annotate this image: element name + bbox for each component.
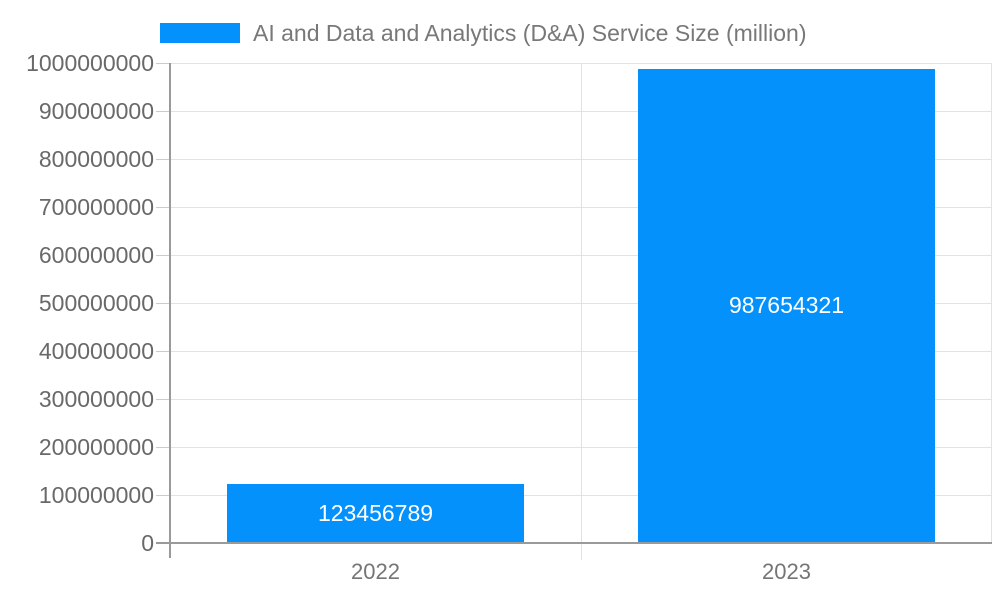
bar-value-label: 987654321	[728, 292, 845, 319]
y-axis-label: 200000000	[38, 434, 154, 460]
y-axis-tick	[156, 158, 170, 160]
column-divider-gridline	[581, 63, 582, 560]
y-axis-tick	[156, 398, 170, 400]
bar-2023[interactable]: 987654321	[638, 68, 935, 543]
x-axis-label-2022: 2022	[351, 559, 400, 584]
y-axis-tick	[156, 254, 170, 256]
y-axis-tick	[156, 446, 170, 448]
y-axis-label: 100000000	[38, 482, 154, 508]
y-axis-tick	[156, 62, 170, 64]
y-axis-tick	[156, 110, 170, 112]
legend-label: AI and Data and Analytics (D&A) Service …	[253, 19, 807, 46]
chart-legend: AI and Data and Analytics (D&A) Service …	[160, 20, 807, 46]
plot-right-border	[991, 63, 992, 543]
y-axis-label: 900000000	[38, 98, 154, 124]
y-axis-label: 700000000	[38, 194, 154, 220]
x-axis-baseline	[156, 542, 992, 544]
y-axis-label: 300000000	[38, 386, 154, 412]
x-axis-label-2023: 2023	[762, 559, 811, 584]
y-axis-line	[169, 63, 171, 558]
y-axis-label: 500000000	[38, 290, 154, 316]
y-axis-tick	[156, 494, 170, 496]
bar-value-label: 123456789	[317, 499, 434, 526]
y-axis-label: 600000000	[38, 242, 154, 268]
y-axis-label: 1000000000	[26, 50, 154, 76]
y-axis-label: 400000000	[38, 338, 154, 364]
y-axis-label: 800000000	[38, 146, 154, 172]
y-axis-tick	[156, 302, 170, 304]
y-axis-tick	[156, 206, 170, 208]
y-axis-label: 0	[141, 530, 154, 556]
bar-2022[interactable]: 123456789	[227, 483, 524, 543]
y-axis-tick	[156, 350, 170, 352]
legend-swatch	[160, 23, 240, 43]
